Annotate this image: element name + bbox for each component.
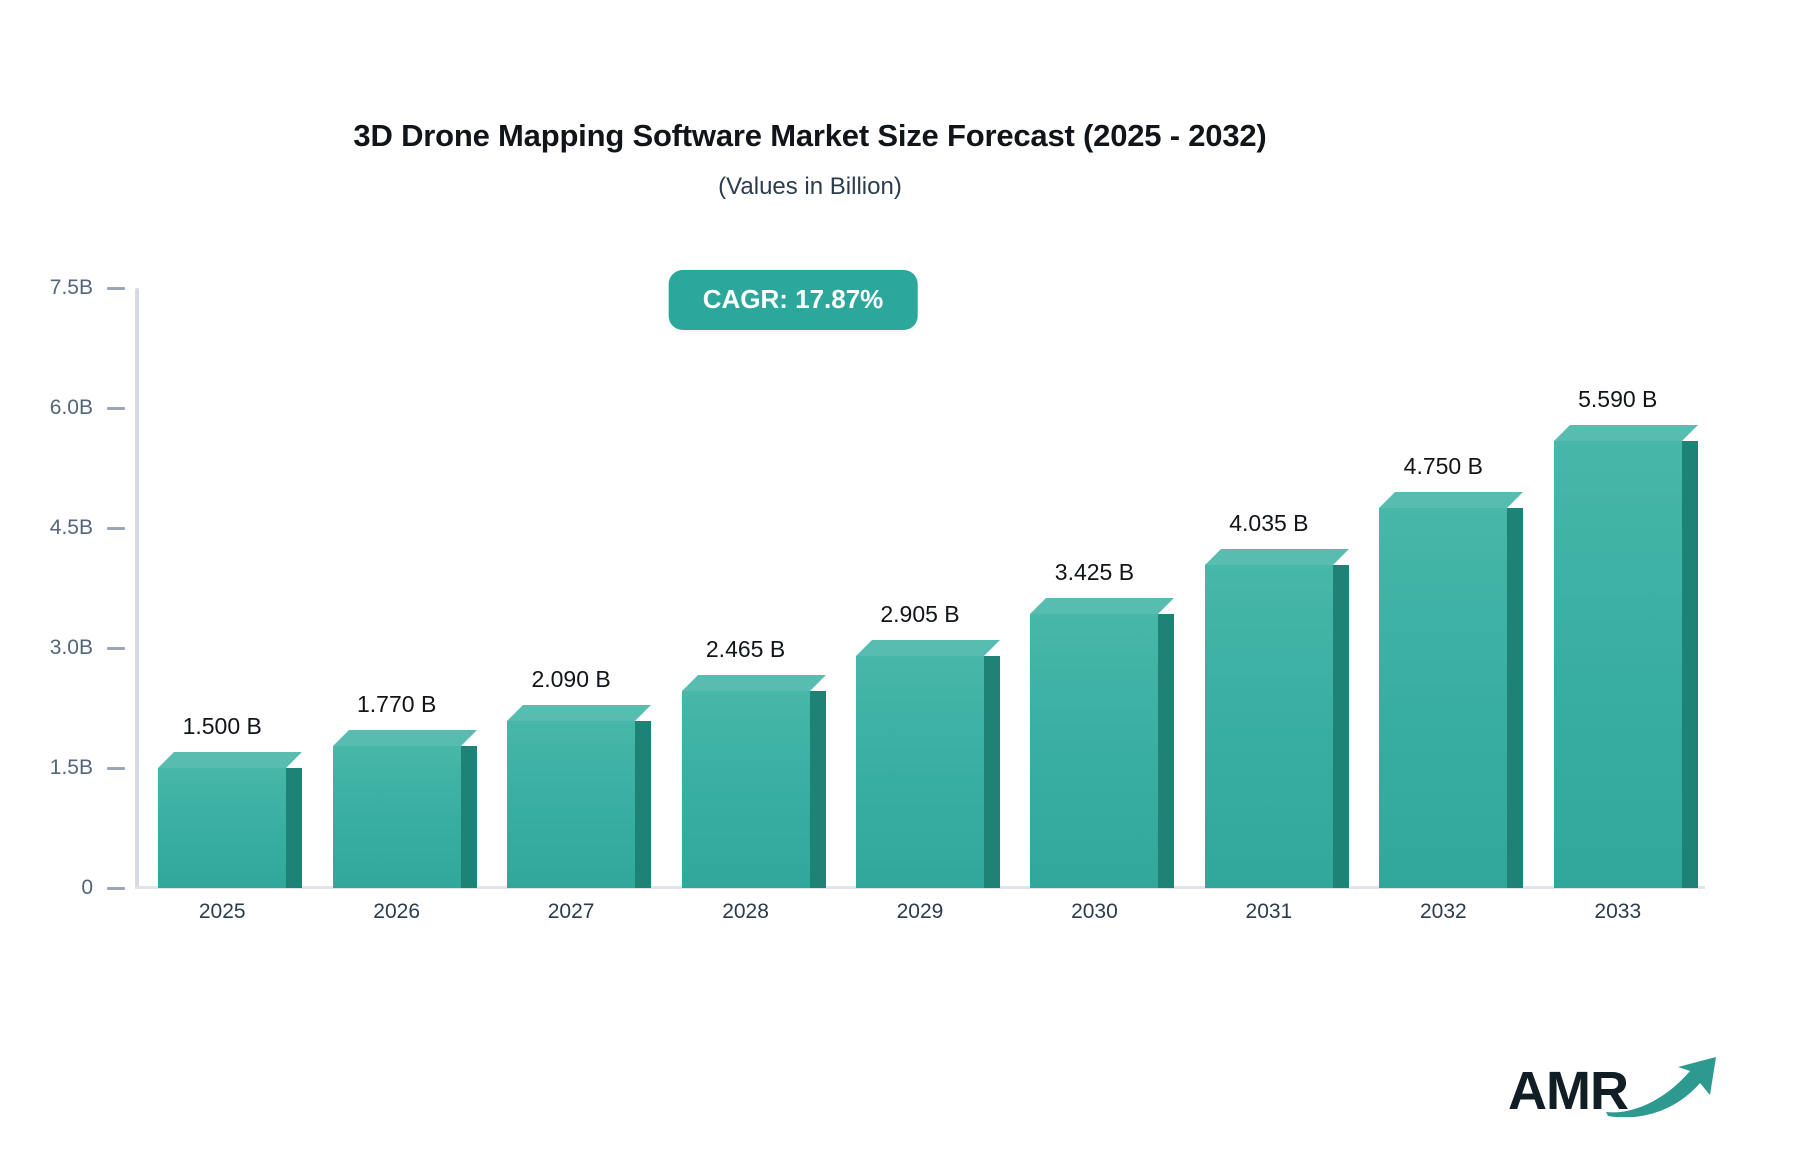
bar-value-label: 4.035 B (1229, 510, 1309, 537)
y-axis-tick-label: 3.0B (49, 636, 93, 659)
y-axis-tick: 1.5B (50, 756, 135, 780)
bar-front-face (681, 690, 810, 888)
bar-value-label: 4.750 B (1403, 453, 1483, 479)
cagr-badge: CAGR: 17.87% (668, 270, 918, 330)
bar-front-face (1030, 614, 1159, 888)
bar-value-label: 3.425 B (1054, 559, 1135, 585)
x-axis-label-2033: 2033 (1594, 900, 1642, 923)
bar-side-face (984, 655, 1000, 888)
y-axis-tick-mark (107, 766, 125, 770)
y-axis-tick-label: 0 (81, 876, 93, 899)
bar-2029[interactable]: 2.905 B (856, 601, 1000, 888)
y-axis-tick-label: 1.5B (49, 756, 93, 779)
bar-front-face (1379, 508, 1508, 888)
y-axis-tick: 4.5B (50, 516, 135, 540)
x-axis-label-2025: 2025 (198, 900, 246, 923)
bar-top-face (507, 704, 652, 721)
x-axis-labels: 2025 2026 2027 2028 2029 2030 2031 2032 2033 (135, 900, 1705, 940)
logo-text: AMR (1508, 1061, 1629, 1121)
bar-value-label: 1.500 B (182, 713, 262, 739)
bar-side-face (1507, 508, 1524, 888)
bar-2027[interactable]: 2.090 B (507, 666, 652, 888)
bar-top-face (332, 730, 477, 747)
bar-front-face (507, 720, 636, 888)
y-axis-line (135, 288, 139, 888)
y-axis-tick-mark (107, 886, 125, 890)
bar-top-face (158, 752, 303, 768)
plot-area: 0 1.5B 3.0B 4.5B 6.0B 7.5B 1.500 B 1.770 B 2.09… (50, 276, 1705, 923)
x-axis-label-2029: 2029 (896, 900, 944, 923)
x-axis-label-2027: 2027 (547, 900, 595, 923)
bar-value-label: 5.590 B (1578, 385, 1658, 412)
bar-value-label: 2.905 B (880, 600, 960, 627)
x-axis-label-2028: 2028 (722, 900, 769, 923)
bar-value-label: 2.090 B (531, 665, 611, 692)
bar-side-face (1158, 614, 1175, 888)
x-axis-label-2026: 2026 (373, 900, 421, 923)
bar-side-face (635, 720, 652, 888)
y-axis-tick: 7.5B (50, 276, 135, 300)
y-axis-tick: 6.0B (50, 396, 135, 420)
x-axis-label-2032: 2032 (1419, 900, 1467, 923)
y-axis-tick: 3.0B (50, 636, 135, 660)
chart-title: 3D Drone Mapping Software Market Size Fo… (353, 118, 1267, 153)
y-axis-tick-label: 7.5B (49, 276, 93, 299)
bar-side-face (1332, 565, 1349, 888)
y-axis-tick-mark (107, 286, 125, 290)
y-axis-tick-mark (107, 526, 125, 530)
bar-top-face (1030, 598, 1175, 614)
bar-value-label: 2.465 B (705, 635, 786, 662)
bar-front-face (1553, 440, 1682, 888)
y-axis-tick-mark (107, 646, 125, 650)
x-axis-label-2031: 2031 (1245, 900, 1293, 923)
bar-2031[interactable]: 4.035 B (1204, 510, 1349, 888)
bar-2028[interactable]: 2.465 B (681, 636, 826, 888)
bar-2030[interactable]: 3.425 B (1030, 559, 1175, 888)
bar-top-face (681, 674, 826, 691)
chart-subtitle: (Values in Billion) (718, 173, 902, 200)
bar-2032[interactable]: 4.750 B (1379, 453, 1524, 888)
bar-top-face (1553, 424, 1698, 441)
amr-logo: AMR (1508, 1048, 1748, 1118)
bar-front-face (1204, 565, 1333, 888)
bar-top-face (856, 639, 1000, 656)
y-axis-tick-label: 6.0B (49, 396, 93, 419)
bar-value-label: 1.770 B (357, 691, 437, 718)
bar-side-face (1681, 440, 1698, 888)
bar-side-face (460, 746, 477, 888)
bars-layer: 1.500 B 1.770 B 2.090 B 2.465 B 2.905 B 3.425… (135, 288, 1705, 888)
x-axis-label-2030: 2030 (1071, 900, 1118, 923)
bar-2026[interactable]: 1.770 B (332, 691, 477, 888)
bar-top-face (1379, 492, 1524, 508)
bar-side-face (809, 690, 826, 888)
growth-arrow-icon (1604, 1055, 1724, 1122)
bar-top-face (1204, 549, 1349, 566)
y-axis-tick-label: 4.5B (49, 516, 93, 539)
bar-front-face (332, 746, 461, 888)
bar-2033[interactable]: 5.590 B (1553, 386, 1698, 888)
y-axis-tick-mark (107, 406, 125, 410)
bar-2025[interactable]: 1.500 B (158, 713, 303, 888)
bar-front-face (856, 655, 984, 888)
y-axis-tick: 0 (81, 876, 135, 900)
bar-front-face (158, 768, 287, 888)
bar-side-face (286, 768, 303, 888)
